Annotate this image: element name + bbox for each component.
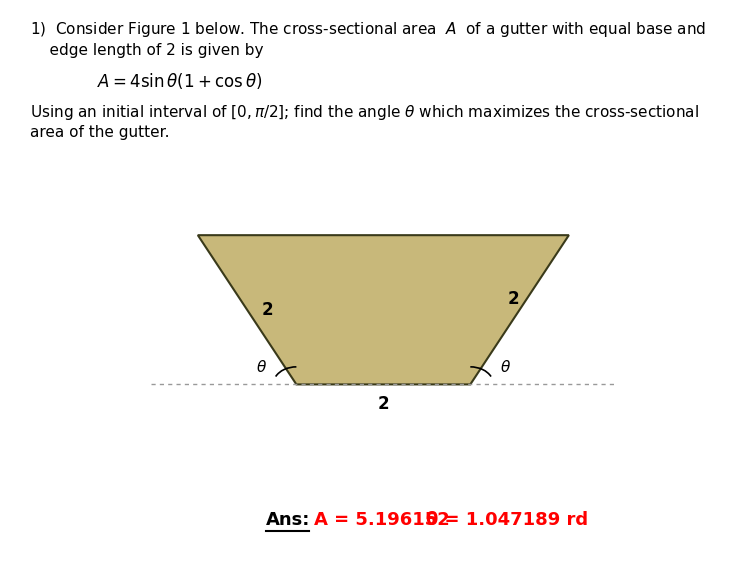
Text: Using an initial interval of $[0, \pi/2]$; find the angle $\theta$ which maximiz: Using an initial interval of $[0, \pi/2]… [30,103,699,121]
Polygon shape [197,235,569,384]
Text: $\mathit{A} = 4\sin\theta(1+\cos\theta)$: $\mathit{A} = 4\sin\theta(1+\cos\theta)$ [97,71,263,91]
Text: 2: 2 [262,301,273,319]
Text: A = 5.196152: A = 5.196152 [314,511,450,529]
Text: 1)  Consider Figure 1 below. The cross-sectional area  $\mathit{A}$  of a gutter: 1) Consider Figure 1 below. The cross-se… [30,20,706,39]
Text: θ: θ [500,360,510,375]
Text: area of the gutter.: area of the gutter. [30,125,169,140]
Text: 2: 2 [378,395,389,413]
Text: Ans:: Ans: [266,511,310,529]
Text: edge length of 2 is given by: edge length of 2 is given by [30,43,263,58]
Text: 2: 2 [508,290,520,308]
Text: θ: θ [257,360,266,375]
Text: θ = 1.047189 rd: θ = 1.047189 rd [426,511,589,529]
